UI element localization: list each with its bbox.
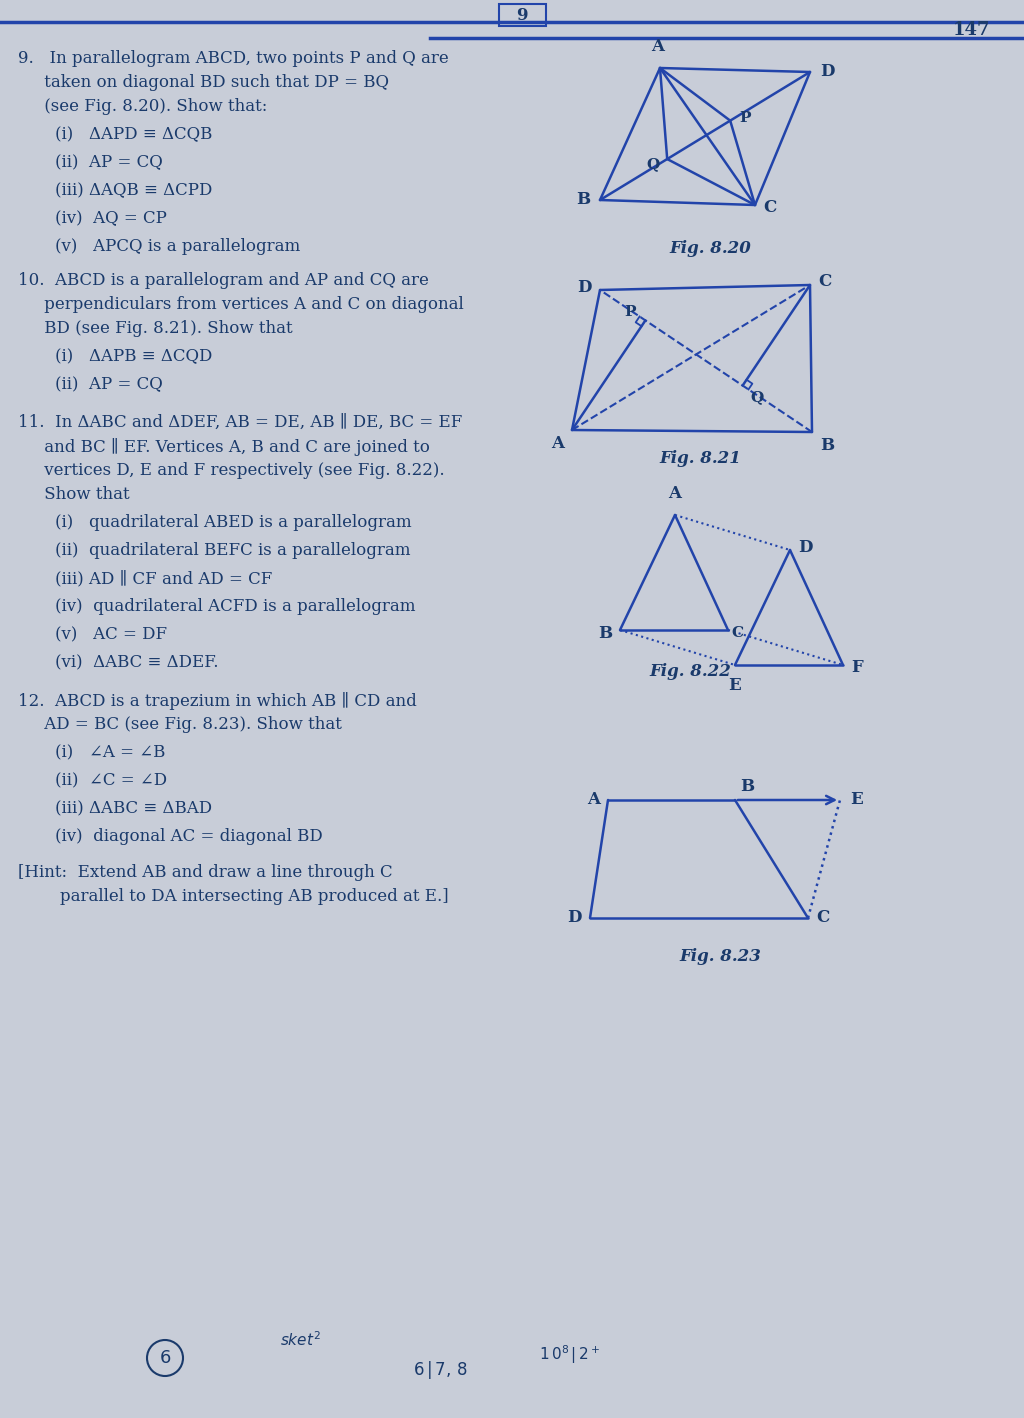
Text: 11.  In ΔABC and ΔDEF, AB = DE, AB ∥ DE, BC = EF: 11. In ΔABC and ΔDEF, AB = DE, AB ∥ DE, …	[18, 414, 463, 431]
Text: (ii)  ∠C = ∠D: (ii) ∠C = ∠D	[55, 771, 167, 788]
Text: (v)   APCQ is a parallelogram: (v) APCQ is a parallelogram	[55, 238, 300, 255]
Text: Show that: Show that	[18, 486, 130, 503]
Text: Q: Q	[646, 157, 659, 172]
Text: (iii) ΔABC ≡ ΔBAD: (iii) ΔABC ≡ ΔBAD	[55, 800, 212, 817]
Text: C: C	[816, 909, 829, 926]
Text: (iii) ΔAQB ≡ ΔCPD: (iii) ΔAQB ≡ ΔCPD	[55, 182, 212, 199]
Text: C: C	[763, 200, 776, 217]
Text: 10.  ABCD is a parallelogram and AP and CQ are: 10. ABCD is a parallelogram and AP and C…	[18, 272, 429, 289]
Text: F: F	[851, 659, 863, 676]
Text: (iii) AD ∥ CF and AD = CF: (iii) AD ∥ CF and AD = CF	[55, 570, 272, 587]
Text: perpendiculars from vertices A and C on diagonal: perpendiculars from vertices A and C on …	[18, 296, 464, 313]
Text: P: P	[739, 111, 751, 125]
Text: (i)   ΔAPD ≡ ΔCQB: (i) ΔAPD ≡ ΔCQB	[55, 126, 212, 143]
Text: A: A	[651, 38, 665, 55]
Text: A: A	[587, 791, 600, 808]
Text: AD = BC (see Fig. 8.23). Show that: AD = BC (see Fig. 8.23). Show that	[18, 716, 342, 733]
Text: P: P	[624, 305, 636, 319]
Text: (i)   ∠A = ∠B: (i) ∠A = ∠B	[55, 744, 165, 761]
Text: vertices D, E and F respectively (see Fig. 8.22).: vertices D, E and F respectively (see Fi…	[18, 462, 444, 479]
Text: B: B	[575, 191, 590, 208]
Text: Fig. 8.22: Fig. 8.22	[649, 664, 731, 681]
FancyBboxPatch shape	[499, 4, 546, 26]
Text: parallel to DA intersecting AB produced at E.]: parallel to DA intersecting AB produced …	[18, 888, 449, 905]
Text: B: B	[598, 624, 612, 641]
Text: (see Fig. 8.20). Show that:: (see Fig. 8.20). Show that:	[18, 98, 267, 115]
Text: (ii)  AP = CQ: (ii) AP = CQ	[55, 376, 163, 393]
Text: Fig. 8.20: Fig. 8.20	[669, 240, 751, 257]
Text: (ii)  quadrilateral BEFC is a parallelogram: (ii) quadrilateral BEFC is a parallelogr…	[55, 542, 411, 559]
Text: Q: Q	[751, 390, 764, 404]
Text: 12.  ABCD is a trapezium in which AB ∥ CD and: 12. ABCD is a trapezium in which AB ∥ CD…	[18, 692, 417, 710]
Text: (vi)  ΔABC ≡ ΔDEF.: (vi) ΔABC ≡ ΔDEF.	[55, 654, 218, 671]
Text: C: C	[818, 274, 831, 291]
Text: C: C	[731, 625, 743, 640]
Text: B: B	[820, 437, 835, 454]
Text: 9: 9	[516, 7, 527, 24]
Text: Fig. 8.23: Fig. 8.23	[679, 949, 761, 966]
Text: [Hint:  Extend AB and draw a line through C: [Hint: Extend AB and draw a line through…	[18, 864, 392, 881]
Text: 9.   In parallelogram ABCD, two points P and Q are: 9. In parallelogram ABCD, two points P a…	[18, 50, 449, 67]
Text: (v)   AC = DF: (v) AC = DF	[55, 625, 167, 642]
Text: A: A	[669, 485, 682, 502]
Text: $\mathit{6\,|\,7,\,8}$: $\mathit{6\,|\,7,\,8}$	[413, 1358, 467, 1381]
Text: 6: 6	[160, 1349, 171, 1367]
Text: and BC ∥ EF. Vertices A, B and C are joined to: and BC ∥ EF. Vertices A, B and C are joi…	[18, 438, 430, 457]
Text: (i)   ΔAPB ≡ ΔCQD: (i) ΔAPB ≡ ΔCQD	[55, 347, 212, 364]
Text: Fig. 8.21: Fig. 8.21	[659, 450, 741, 467]
Text: B: B	[740, 778, 754, 795]
Text: taken on diagonal BD such that DP = BQ: taken on diagonal BD such that DP = BQ	[18, 74, 389, 91]
Text: D: D	[820, 64, 835, 81]
Text: (iv)  quadrilateral ACFD is a parallelogram: (iv) quadrilateral ACFD is a parallelogr…	[55, 598, 416, 615]
Text: BD (see Fig. 8.21). Show that: BD (see Fig. 8.21). Show that	[18, 320, 293, 337]
Text: (i)   quadrilateral ABED is a parallelogram: (i) quadrilateral ABED is a parallelogra…	[55, 513, 412, 530]
Text: (iv)  AQ = CP: (iv) AQ = CP	[55, 210, 167, 227]
Text: 147: 147	[952, 21, 990, 40]
Text: D: D	[798, 539, 812, 556]
Text: E: E	[850, 791, 863, 808]
Text: $\mathit{1\,0^8\,|\,2^+}$: $\mathit{1\,0^8\,|\,2^+}$	[540, 1344, 600, 1367]
Text: (ii)  AP = CQ: (ii) AP = CQ	[55, 155, 163, 172]
Text: A: A	[551, 435, 564, 452]
Text: E: E	[729, 676, 741, 693]
Text: D: D	[567, 909, 582, 926]
Text: $\mathit{sket}^2$: $\mathit{sket}^2$	[280, 1330, 321, 1350]
Text: D: D	[578, 278, 592, 295]
Text: (iv)  diagonal AC = diagonal BD: (iv) diagonal AC = diagonal BD	[55, 828, 323, 845]
